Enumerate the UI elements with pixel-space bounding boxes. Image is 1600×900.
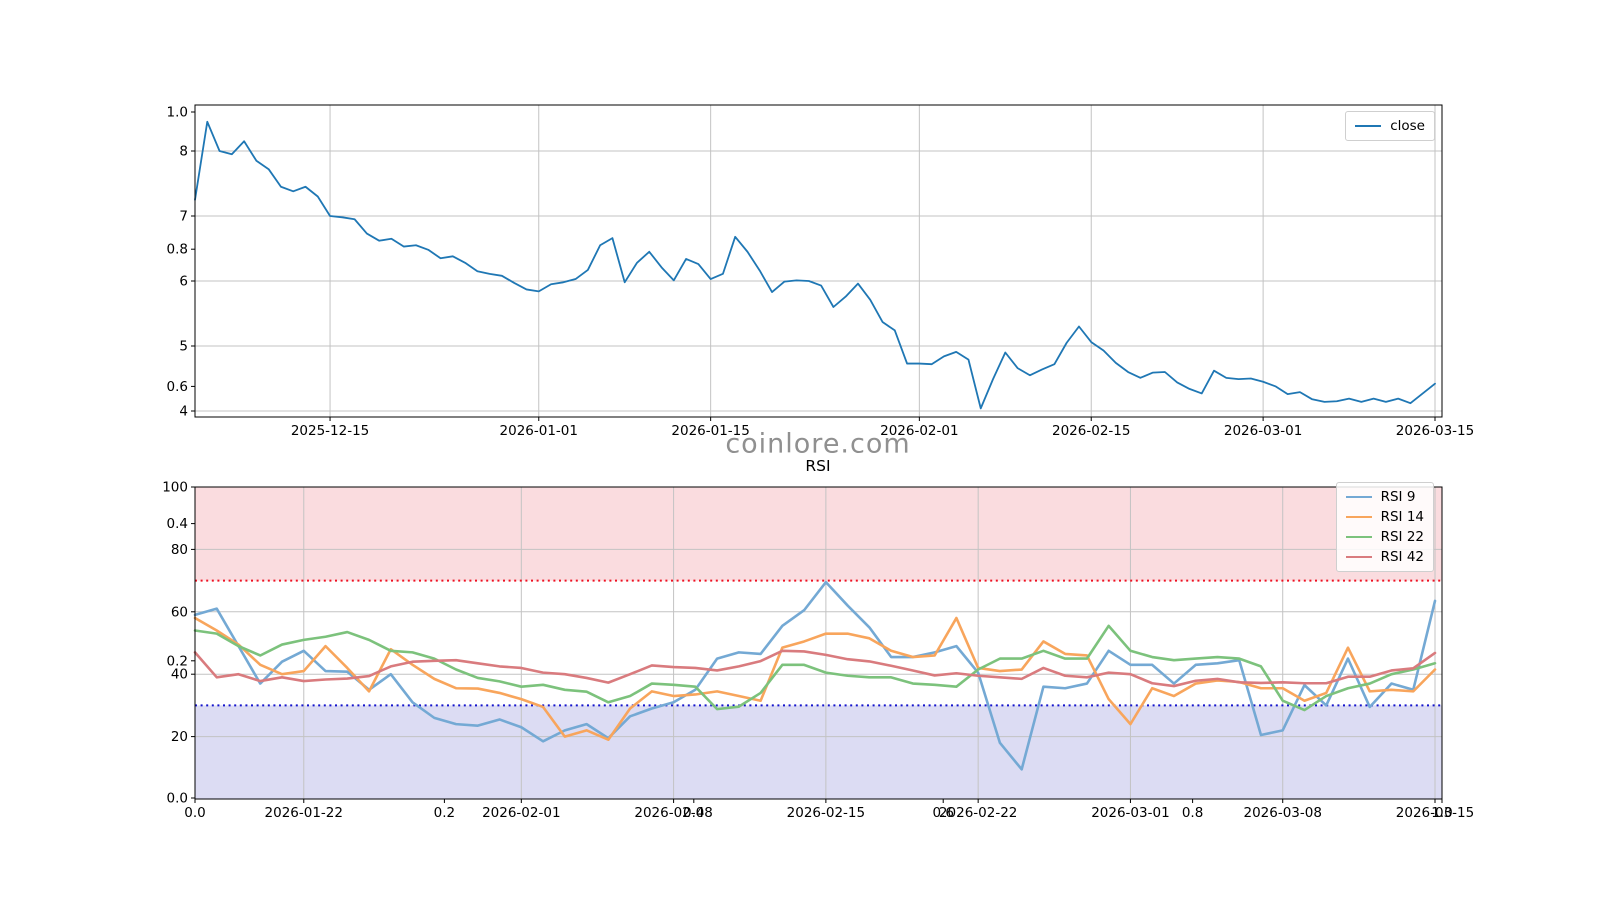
rsi14-legend-swatch <box>1345 516 1372 518</box>
x-tick-label: 2026-01-01 <box>500 423 578 439</box>
overlay-x-tick-label: 0.0 <box>184 805 205 821</box>
rsi-legend: RSI 9 RSI 14 RSI 22 RSI 42 <box>1335 482 1434 572</box>
x-tick-label: 2026-03-08 <box>1243 805 1321 821</box>
x-tick-label: 2026-03-15 <box>1396 805 1474 821</box>
axes-frame <box>194 486 1443 800</box>
overlay-x-tick-label: 0.6 <box>932 805 953 821</box>
series-line-rsi-22 <box>193 624 1437 712</box>
rsi9-legend-swatch <box>1345 496 1372 498</box>
legend-row: RSI 14 <box>1345 507 1424 527</box>
overlay-y-tick-label: 0.6 <box>167 379 188 395</box>
close-legend: close <box>1345 111 1435 141</box>
x-tick-label: 2026-02-01 <box>880 423 958 439</box>
axes-frame <box>194 104 1443 418</box>
band <box>195 705 1442 799</box>
overlay-y-tick-label: 0.0 <box>167 791 188 807</box>
rsi42-legend-label: RSI 42 <box>1380 549 1424 565</box>
x-tick-label: 2026-02-15 <box>1052 423 1130 439</box>
y-tick-label: 5 <box>179 339 188 355</box>
x-tick-label: 2026-03-01 <box>1224 423 1302 439</box>
x-tick-label: 2026-02-22 <box>939 805 1017 821</box>
y-tick-label: 20 <box>171 729 188 745</box>
legend-row: RSI 9 <box>1345 487 1424 507</box>
overlay-x-tick-label: 0.8 <box>1182 805 1203 821</box>
x-tick-label: 2025-12-15 <box>291 423 369 439</box>
watermark: coinlore.com <box>725 428 911 460</box>
legend-row: close <box>1355 116 1425 136</box>
overlay-y-tick-label: 0.4 <box>167 516 188 532</box>
y-tick-label: 8 <box>179 144 188 160</box>
close-legend-label: close <box>1390 118 1425 134</box>
y-tick-label: 60 <box>171 604 188 620</box>
overlay-x-tick-label: 0.4 <box>683 805 704 821</box>
rsi-chart-title: RSI <box>805 457 831 475</box>
x-tick-label: 2026-01-15 <box>671 423 749 439</box>
y-tick-label: 6 <box>179 274 188 290</box>
band <box>195 487 1442 581</box>
x-tick-label: 2026-02-15 <box>787 805 865 821</box>
overlay-y-tick-label: 0.2 <box>167 653 188 669</box>
overlay-y-tick-label: 0.8 <box>167 242 188 258</box>
x-tick-label: 2026-01-22 <box>265 805 343 821</box>
overlay-y-tick-label: 1.0 <box>167 105 188 121</box>
rsi14-legend-label: RSI 14 <box>1380 509 1424 525</box>
rsi9-legend-label: RSI 9 <box>1380 489 1416 505</box>
x-tick-label: 2026-03-15 <box>1396 423 1474 439</box>
y-tick-label: 80 <box>171 542 188 558</box>
close-legend-swatch <box>1355 125 1382 127</box>
rsi42-legend-swatch <box>1345 556 1372 558</box>
series-line-rsi-9 <box>193 580 1437 771</box>
x-tick-label: 2026-02-01 <box>482 805 560 821</box>
x-tick-label: 2026-02-08 <box>634 805 712 821</box>
overlay-x-tick-label: 0.2 <box>434 805 455 821</box>
series-line-rsi-42 <box>193 649 1437 688</box>
x-tick-label: 2026-03-01 <box>1091 805 1169 821</box>
y-tick-label: 7 <box>179 209 188 225</box>
rsi22-legend-label: RSI 22 <box>1380 529 1424 545</box>
legend-row: RSI 42 <box>1345 547 1424 567</box>
y-tick-label: 40 <box>171 667 188 683</box>
overlay-x-tick-label: 1.0 <box>1431 805 1452 821</box>
y-tick-label: 100 <box>162 480 188 496</box>
rsi22-legend-swatch <box>1345 536 1372 538</box>
legend-row: RSI 22 <box>1345 527 1424 547</box>
series-line-close <box>194 120 1436 410</box>
y-tick-label: 4 <box>179 404 188 420</box>
